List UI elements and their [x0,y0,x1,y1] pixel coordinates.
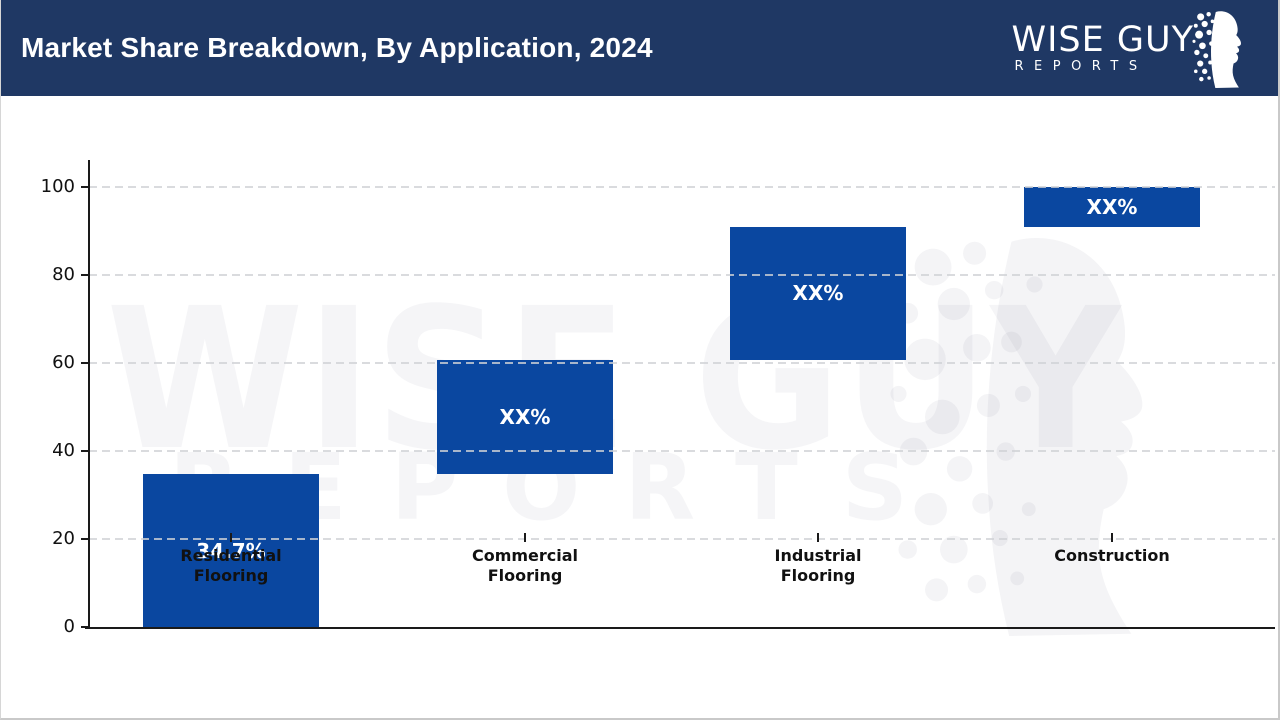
bar-value-label: XX% [1086,194,1138,219]
x-tick-mark [230,533,232,542]
y-tick-mark [81,538,88,540]
chart-area: WISE GUY REPORTS 02040608010034.7%Reside… [1,96,1278,718]
plot: 0 20 40 60 80 100 34.7% Residential Flooring XX% C… [1,96,1278,718]
x-axis-line [85,627,1275,629]
y-tick-label: 80 [52,264,75,285]
gridline [89,450,1275,452]
category-label-line: Flooring [193,566,269,585]
x-tick-mark [817,533,819,542]
logo-text: WISE GUY REPORTS [1011,22,1194,74]
logo-subtitle: REPORTS [1014,59,1148,74]
bar-construction: XX% [1024,187,1200,227]
category-label-line: Flooring [487,566,563,585]
y-tick-mark [81,450,88,452]
gridline [89,538,1275,540]
logo-face-icon [1174,8,1262,88]
category-label-line: Construction [1054,546,1170,565]
header: Market Share Breakdown, By Application, … [1,0,1278,96]
y-tick-mark [81,186,88,188]
gridline [89,274,1275,276]
x-tick-mark [524,533,526,542]
wise-guy-logo: WISE GUY REPORTS [1011,8,1262,88]
y-tick-label: 60 [52,352,75,373]
y-tick-label: 0 [63,616,75,637]
category-label-construction: Construction [992,546,1232,566]
y-tick-mark [81,274,88,276]
gridline [89,186,1275,188]
y-tick-label: 100 [40,176,75,197]
bar-value-label: XX% [792,281,844,306]
category-label-line: Residential [180,546,282,565]
x-tick-mark [1111,533,1113,542]
bar-commercial-flooring: XX% [437,360,613,475]
y-tick-label: 40 [52,440,75,461]
category-label-line: Flooring [780,566,856,585]
bar-industrial-flooring: XX% [730,226,906,361]
bar-residential-flooring: 34.7% [143,474,319,627]
y-axis-line [88,160,90,629]
y-tick-label: 20 [52,528,75,549]
category-label-line: Commercial [471,546,579,565]
logo-wordmark: WISE GUY [1011,20,1194,60]
category-label-industrial-flooring: Industrial Flooring [698,546,938,586]
y-tick-mark [81,626,88,628]
y-tick-mark [81,362,88,364]
gridline [89,362,1275,364]
chart-title: Market Share Breakdown, By Application, … [21,32,653,63]
bar-value-label: 34.7% [196,538,266,563]
category-label-residential-flooring: Residential Flooring [111,546,351,586]
bar-value-label: XX% [499,405,551,430]
category-label-line: Industrial [774,546,862,565]
category-label-commercial-flooring: Commercial Flooring [405,546,645,586]
